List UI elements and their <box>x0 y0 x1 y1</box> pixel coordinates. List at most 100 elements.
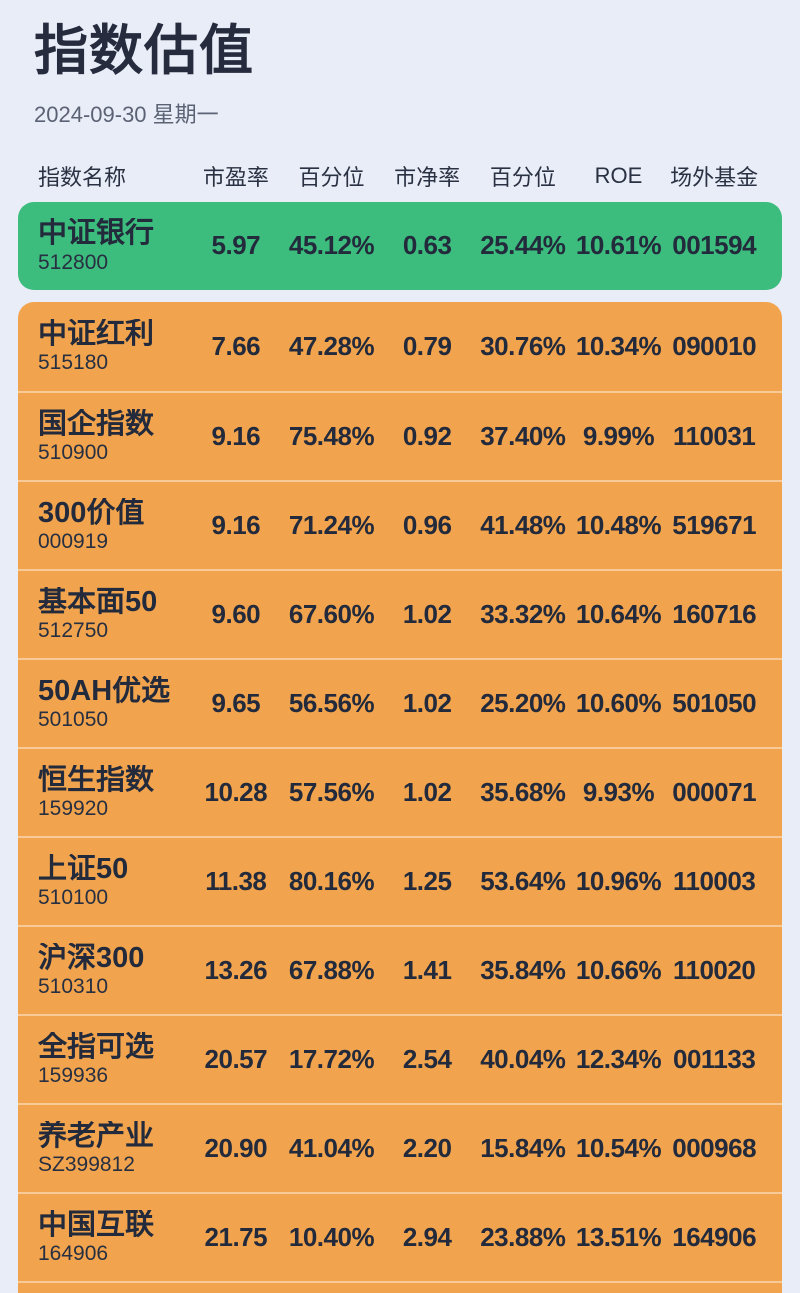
index-code: 512800 <box>38 250 109 274</box>
otc-fund-code: 090010 <box>672 330 757 361</box>
col-header-pe-percentile: 百分位 <box>298 164 365 190</box>
index-code: 512750 <box>38 619 109 643</box>
pb-value: 1.02 <box>402 776 452 807</box>
index-name-cell: 恒生指数 159920 <box>38 765 188 820</box>
index-code: 501050 <box>38 708 109 732</box>
index-valuation-page: 指数估值 2024-09-30 星期一 指数名称 市盈率 百分位 市净率 百分位… <box>0 18 800 1293</box>
index-code: 000919 <box>38 530 109 554</box>
index-name-cell: 中证银行 512800 <box>38 218 188 273</box>
pb-percentile-value: 25.44% <box>480 230 566 261</box>
roe-value: 9.93% <box>582 776 655 807</box>
index-name: 恒生指数 <box>38 764 155 796</box>
otc-fund-code: 519671 <box>672 509 757 540</box>
index-name-cell: 50AH优选 501050 <box>38 676 188 731</box>
roe-value: 10.60% <box>575 687 662 718</box>
table-row[interactable]: 养老产业 SZ399812 20.90 41.04% 2.20 15.84% 1… <box>18 1102 782 1192</box>
pe-percentile-value: 17.72% <box>288 1043 375 1074</box>
index-name: 沪深300 <box>38 942 145 974</box>
pb-percentile-value: 33.32% <box>480 598 566 629</box>
pb-value: 2.94 <box>402 1221 452 1252</box>
index-name-cell: 300价值 000919 <box>38 498 188 553</box>
index-name: 全指可选 <box>38 1031 155 1063</box>
otc-fund-code: 000968 <box>672 1132 757 1163</box>
table-row[interactable]: 上证50 510100 11.38 80.16% 1.25 53.64% 10.… <box>18 835 782 925</box>
pe-value: 13.26 <box>204 954 268 985</box>
pb-percentile-value: 40.04% <box>480 1043 566 1074</box>
pe-percentile-value: 56.56% <box>288 687 375 718</box>
index-name: 中证银行 <box>38 218 155 250</box>
col-header-index-name: 指数名称 <box>38 164 127 190</box>
roe-value: 10.34% <box>575 330 662 361</box>
index-name-cell: 中国互联 164906 <box>38 1210 188 1265</box>
roe-value: 10.66% <box>575 954 662 985</box>
index-name: 中国互联 <box>38 1209 155 1241</box>
index-code: 510100 <box>38 886 109 910</box>
pe-value: 20.90 <box>204 1132 268 1163</box>
col-header-pb: 市净率 <box>394 164 461 190</box>
otc-fund-code: 001133 <box>672 1043 756 1074</box>
roe-value: 13.51% <box>575 1221 662 1252</box>
pe-value: 10.28 <box>204 776 268 807</box>
pe-percentile-value: 71.24% <box>288 509 375 540</box>
pb-value: 1.02 <box>402 598 452 629</box>
index-name: 上证50 <box>38 853 129 885</box>
pb-percentile-value: 35.68% <box>480 776 566 807</box>
pe-value: 9.60 <box>211 598 261 629</box>
col-header-roe: ROE <box>594 162 643 188</box>
pb-value: 0.79 <box>402 330 452 361</box>
pe-value: 11.38 <box>205 865 267 896</box>
page-date: 2024-09-30 星期一 <box>34 101 219 127</box>
pe-value: 9.16 <box>211 509 261 540</box>
pe-value: 7.66 <box>211 330 261 361</box>
otc-fund-code: 164906 <box>672 1221 757 1252</box>
index-name-cell: 上证50 510100 <box>38 854 188 909</box>
roe-value: 10.96% <box>575 865 662 896</box>
pe-value: 9.16 <box>211 420 261 451</box>
pe-percentile-value: 75.48% <box>288 420 375 451</box>
page-title: 指数估值 <box>34 21 254 81</box>
otc-fund-code: 110020 <box>672 954 756 985</box>
pb-percentile-value: 23.88% <box>480 1221 566 1252</box>
pb-percentile-value: 15.84% <box>480 1132 566 1163</box>
table-row[interactable]: 全指可选 159936 20.57 17.72% 2.54 40.04% 12.… <box>18 1013 782 1103</box>
table-row[interactable]: 沪深300 510310 13.26 67.88% 1.41 35.84% 10… <box>18 924 782 1014</box>
pe-value: 20.57 <box>204 1043 268 1074</box>
table-row[interactable]: 恒生指数 159920 10.28 57.56% 1.02 35.68% 9.9… <box>18 746 782 836</box>
table-row[interactable]: 中国互联 164906 21.75 10.40% 2.94 23.88% 13.… <box>18 1191 782 1281</box>
table-row[interactable]: 50AH优选 501050 9.65 56.56% 1.02 25.20% 10… <box>18 657 782 747</box>
pb-percentile-value: 41.48% <box>480 509 566 540</box>
table-row[interactable]: 中证红利 515180 7.66 47.28% 0.79 30.76% 10.3… <box>18 301 782 391</box>
otc-fund-code: 501050 <box>672 687 757 718</box>
roe-value: 9.99% <box>582 420 655 451</box>
table-rows: 中证银行 512800 5.97 45.12% 0.63 25.44% 10.6… <box>18 201 782 1293</box>
pb-percentile-value: 53.64% <box>480 865 566 896</box>
pe-percentile-value: 41.04% <box>288 1132 375 1163</box>
table-row[interactable]: 国企指数 510900 9.16 75.48% 0.92 37.40% 9.99… <box>18 390 782 480</box>
index-code: 515180 <box>38 351 109 375</box>
index-name-cell: 沪深300 510310 <box>38 943 188 998</box>
table-row[interactable]: 基本面50 512750 9.60 67.60% 1.02 33.32% 10.… <box>18 568 782 658</box>
pb-value: 0.96 <box>402 509 452 540</box>
pb-value: 0.63 <box>402 230 452 261</box>
index-name-cell: 基本面50 512750 <box>38 587 188 642</box>
pb-value: 1.41 <box>402 954 452 985</box>
pb-value: 0.92 <box>402 420 452 451</box>
index-name-cell: 养老产业 SZ399812 <box>38 1121 188 1176</box>
pe-percentile-value: 45.12% <box>288 230 375 261</box>
index-name-cell: 中证红利 515180 <box>38 319 188 374</box>
pb-percentile-value: 37.40% <box>480 420 566 451</box>
index-code: 159936 <box>38 1064 109 1088</box>
index-name-cell: 全指可选 159936 <box>38 1032 188 1087</box>
pb-percentile-value: 30.76% <box>480 330 566 361</box>
table-row[interactable]: 300价值 000919 9.16 71.24% 0.96 41.48% 10.… <box>18 479 782 569</box>
pb-value: 1.02 <box>402 687 452 718</box>
pe-percentile-value: 10.40% <box>288 1221 375 1252</box>
table-header-row: 指数名称 市盈率 百分位 市净率 百分位 ROE 场外基金 <box>18 160 782 190</box>
pe-value: 9.65 <box>211 687 261 718</box>
table-row[interactable]: 中证银行 512800 5.97 45.12% 0.63 25.44% 10.6… <box>18 201 782 290</box>
otc-fund-code: 001594 <box>672 230 757 261</box>
pe-percentile-value: 67.60% <box>288 598 375 629</box>
otc-fund-code: 000071 <box>672 776 757 807</box>
index-code: 159920 <box>38 797 109 821</box>
roe-value: 10.54% <box>575 1132 662 1163</box>
